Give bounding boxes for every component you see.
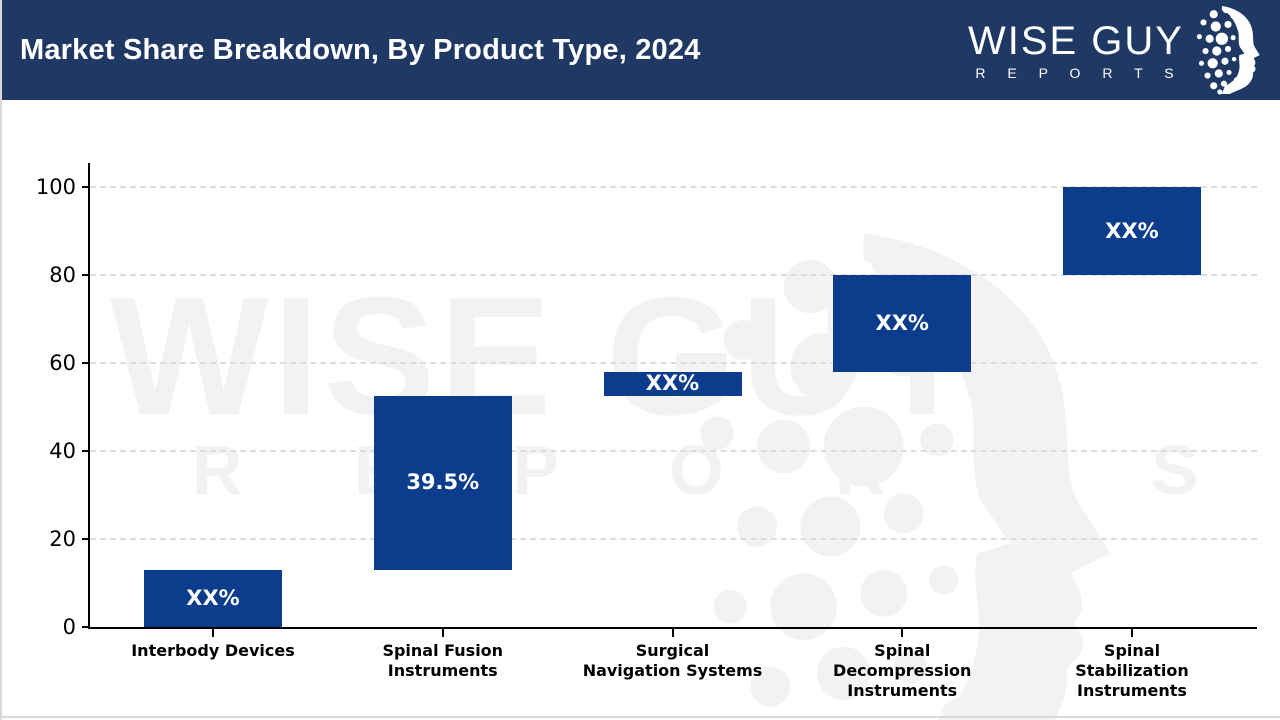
ytick-label-100: 100 xyxy=(35,175,76,199)
bar-value-label-4: XX% xyxy=(875,310,929,335)
xtick-label-2: Spinal Fusion Instruments xyxy=(382,641,504,680)
logo-subname-text: R E P O R T S xyxy=(975,64,1183,81)
wiseguy-logo-text: WISE GUY R E P O R T S xyxy=(968,21,1184,80)
ytick-mark-60 xyxy=(82,362,90,364)
bottom-divider xyxy=(2,716,1280,718)
xtick-label-3: Surgical Navigation Systems xyxy=(582,641,763,680)
xtick-label-4: Spinal Decompression Instruments xyxy=(833,641,972,700)
bar-value-label-3: XX% xyxy=(645,371,700,396)
ytick-mark-80 xyxy=(82,274,90,276)
logo-name-text: WISE GUY xyxy=(967,18,1184,63)
ytick-mark-20 xyxy=(82,538,90,540)
ytick-label-0: 0 xyxy=(62,615,76,639)
bar-value-label-2: 39.5% xyxy=(406,470,480,495)
xtick-mark-5 xyxy=(1131,629,1133,637)
wiseguy-logo: WISE GUY R E P O R T S xyxy=(968,4,1268,96)
xtick-mark-2 xyxy=(441,629,444,637)
bar-2: 39.5% xyxy=(373,396,512,570)
xtick-mark-3 xyxy=(671,629,674,637)
y-axis-spine xyxy=(88,163,90,629)
ytick-label-20: 20 xyxy=(49,527,76,551)
xtick-label-5: Spinal Stabilization Instruments xyxy=(1075,641,1189,700)
wiseguy-face-icon xyxy=(1196,6,1260,95)
ytick-label-60: 60 xyxy=(49,351,76,375)
gridline-y100 xyxy=(90,186,1257,188)
bar-1: XX% xyxy=(144,569,282,627)
gridline-y80 xyxy=(90,274,1257,276)
ytick-label-80: 80 xyxy=(49,263,76,287)
bar-value-label-1: XX% xyxy=(186,585,240,610)
bar-5: XX% xyxy=(1063,187,1201,275)
ytick-label-40: 40 xyxy=(49,439,76,463)
page-title: Market Share Breakdown, By Product Type,… xyxy=(20,33,701,66)
bar-3: XX% xyxy=(603,371,742,396)
xtick-label-1: Interbody Devices xyxy=(131,641,295,660)
ytick-mark-0 xyxy=(82,626,90,628)
ytick-mark-100 xyxy=(82,186,90,188)
x-axis-spine xyxy=(88,627,1257,629)
gridline-y40 xyxy=(90,450,1257,452)
gridline-y60 xyxy=(90,362,1257,364)
bar-4: XX% xyxy=(833,275,972,372)
header-bar: Market Share Breakdown, By Product Type,… xyxy=(2,0,1280,100)
bar-value-label-5: XX% xyxy=(1105,218,1159,243)
xtick-mark-1 xyxy=(212,629,214,637)
ytick-mark-40 xyxy=(82,450,90,452)
gridline-y20 xyxy=(90,538,1257,540)
xtick-mark-4 xyxy=(901,629,904,637)
